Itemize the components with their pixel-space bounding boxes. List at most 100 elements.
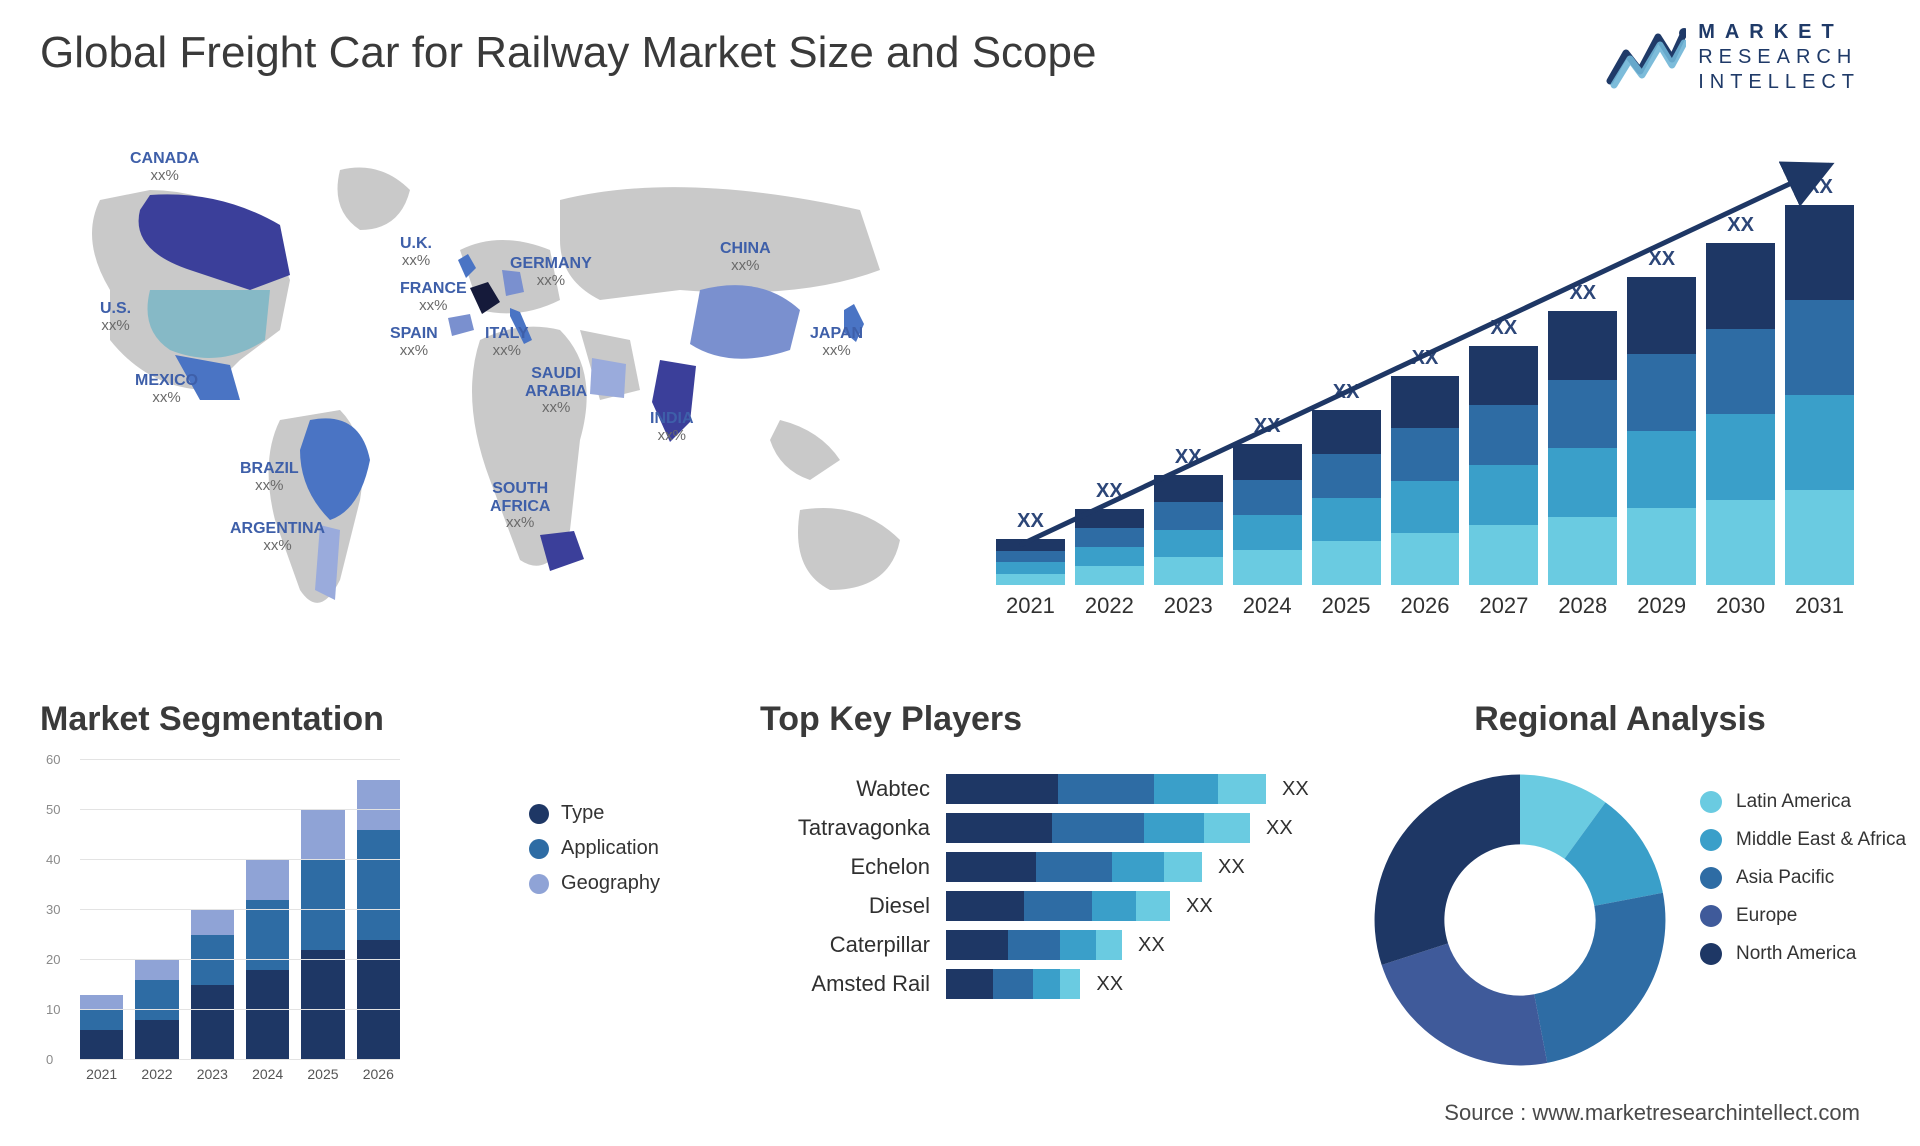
player-value: XX	[1282, 778, 1309, 801]
bar-segment	[1154, 530, 1223, 558]
map-label: ITALYxx%	[485, 325, 529, 359]
heading-players: Top Key Players	[760, 700, 1022, 739]
bar-segment	[357, 940, 400, 1060]
segmentation-legend: TypeApplicationGeography	[529, 790, 660, 907]
gridline: 10	[80, 1009, 400, 1010]
bar-value-label: XX	[1469, 317, 1538, 340]
player-value: XX	[1096, 973, 1123, 996]
bar-segment	[1075, 528, 1144, 547]
bar-segment	[1154, 502, 1223, 530]
bar-value-label: XX	[1312, 381, 1381, 404]
regional-donut	[1360, 760, 1680, 1080]
bar-segment	[1312, 498, 1381, 542]
player-value: XX	[1138, 934, 1165, 957]
source-attribution: Source : www.marketresearchintellect.com	[1444, 1100, 1860, 1126]
main-bar: XX2025	[1312, 381, 1381, 585]
map-label: MEXICOxx%	[135, 372, 198, 406]
year-label: 2024	[1233, 585, 1302, 619]
main-bar: XX2021	[996, 510, 1065, 585]
year-label: 2021	[86, 1060, 117, 1082]
bar-segment	[996, 574, 1065, 585]
map-label: BRAZILxx%	[240, 460, 299, 494]
main-growth-chart: XX2021XX2022XX2023XX2024XX2025XX2026XX20…	[990, 145, 1860, 645]
bar-segment	[1312, 454, 1381, 498]
seg-bar: 2021	[80, 995, 123, 1060]
bar-segment	[1204, 813, 1250, 843]
bar-segment	[1154, 475, 1223, 503]
player-row: WabtecXX	[760, 774, 1320, 804]
map-label: U.K.xx%	[400, 235, 432, 269]
bar-segment	[80, 1030, 123, 1060]
bar-segment	[1391, 428, 1460, 480]
bar-segment	[946, 969, 993, 999]
bar-segment	[1469, 405, 1538, 465]
bar-segment	[80, 1010, 123, 1030]
player-row: EchelonXX	[760, 852, 1320, 882]
bar-value-label: XX	[1706, 214, 1775, 237]
bar-segment	[1144, 813, 1205, 843]
donut-slice	[1534, 893, 1665, 1063]
bar-segment	[1233, 444, 1302, 479]
bar-value-label: XX	[1391, 347, 1460, 370]
bar-segment	[1548, 311, 1617, 379]
bar-segment	[191, 910, 234, 935]
player-bar	[946, 891, 1170, 921]
bar-segment	[1164, 852, 1202, 882]
bar-segment	[246, 860, 289, 900]
bar-segment	[1024, 891, 1091, 921]
bar-segment	[946, 813, 1052, 843]
bar-segment	[1233, 480, 1302, 515]
map-label: SAUDIARABIAxx%	[525, 365, 587, 417]
bar-segment	[1058, 774, 1154, 804]
bar-segment	[1548, 380, 1617, 448]
player-bar	[946, 774, 1266, 804]
map-label: SPAINxx%	[390, 325, 438, 359]
legend-item: Latin America	[1700, 791, 1906, 813]
gridline: 20	[80, 959, 400, 960]
year-label: 2031	[1785, 585, 1854, 619]
player-row: CaterpillarXX	[760, 930, 1320, 960]
bar-segment	[1136, 891, 1170, 921]
bar-segment	[946, 852, 1036, 882]
main-bar: XX2030	[1706, 214, 1775, 585]
bar-segment	[1096, 930, 1122, 960]
bar-segment	[993, 969, 1033, 999]
regional-legend: Latin AmericaMiddle East & AfricaAsia Pa…	[1700, 775, 1906, 981]
bar-segment	[1233, 550, 1302, 585]
main-bar: XX2027	[1469, 317, 1538, 585]
heading-segmentation: Market Segmentation	[40, 700, 384, 739]
player-bar	[946, 969, 1080, 999]
legend-item: Asia Pacific	[1700, 867, 1906, 889]
year-label: 2025	[1312, 585, 1381, 619]
bar-segment	[1391, 533, 1460, 585]
bar-segment	[996, 539, 1065, 550]
bar-segment	[135, 960, 178, 980]
seg-bar: 2024	[246, 860, 289, 1060]
bar-segment	[946, 774, 1058, 804]
bar-segment	[246, 970, 289, 1060]
bar-segment	[1154, 557, 1223, 585]
bar-segment	[1233, 515, 1302, 550]
main-bar: XX2022	[1075, 480, 1144, 585]
player-bar	[946, 813, 1250, 843]
gridline: 60	[80, 759, 400, 760]
bar-segment	[946, 891, 1024, 921]
logo-mark-icon	[1606, 23, 1686, 93]
year-label: 2027	[1469, 585, 1538, 619]
bar-segment	[946, 930, 1008, 960]
bar-segment	[1154, 774, 1218, 804]
bar-segment	[1706, 329, 1775, 415]
bar-segment	[1391, 376, 1460, 428]
player-name: Diesel	[760, 893, 930, 919]
bar-segment	[135, 980, 178, 1020]
bar-segment	[301, 860, 344, 950]
bar-segment	[1036, 852, 1113, 882]
map-label: INDIAxx%	[650, 410, 694, 444]
main-bar: XX2026	[1391, 347, 1460, 585]
legend-item: North America	[1700, 943, 1906, 965]
player-value: XX	[1266, 817, 1293, 840]
logo-text: MARKET RESEARCH INTELLECT	[1698, 20, 1860, 95]
legend-item: Application	[529, 837, 660, 860]
bar-segment	[1218, 774, 1266, 804]
bar-segment	[1627, 431, 1696, 508]
